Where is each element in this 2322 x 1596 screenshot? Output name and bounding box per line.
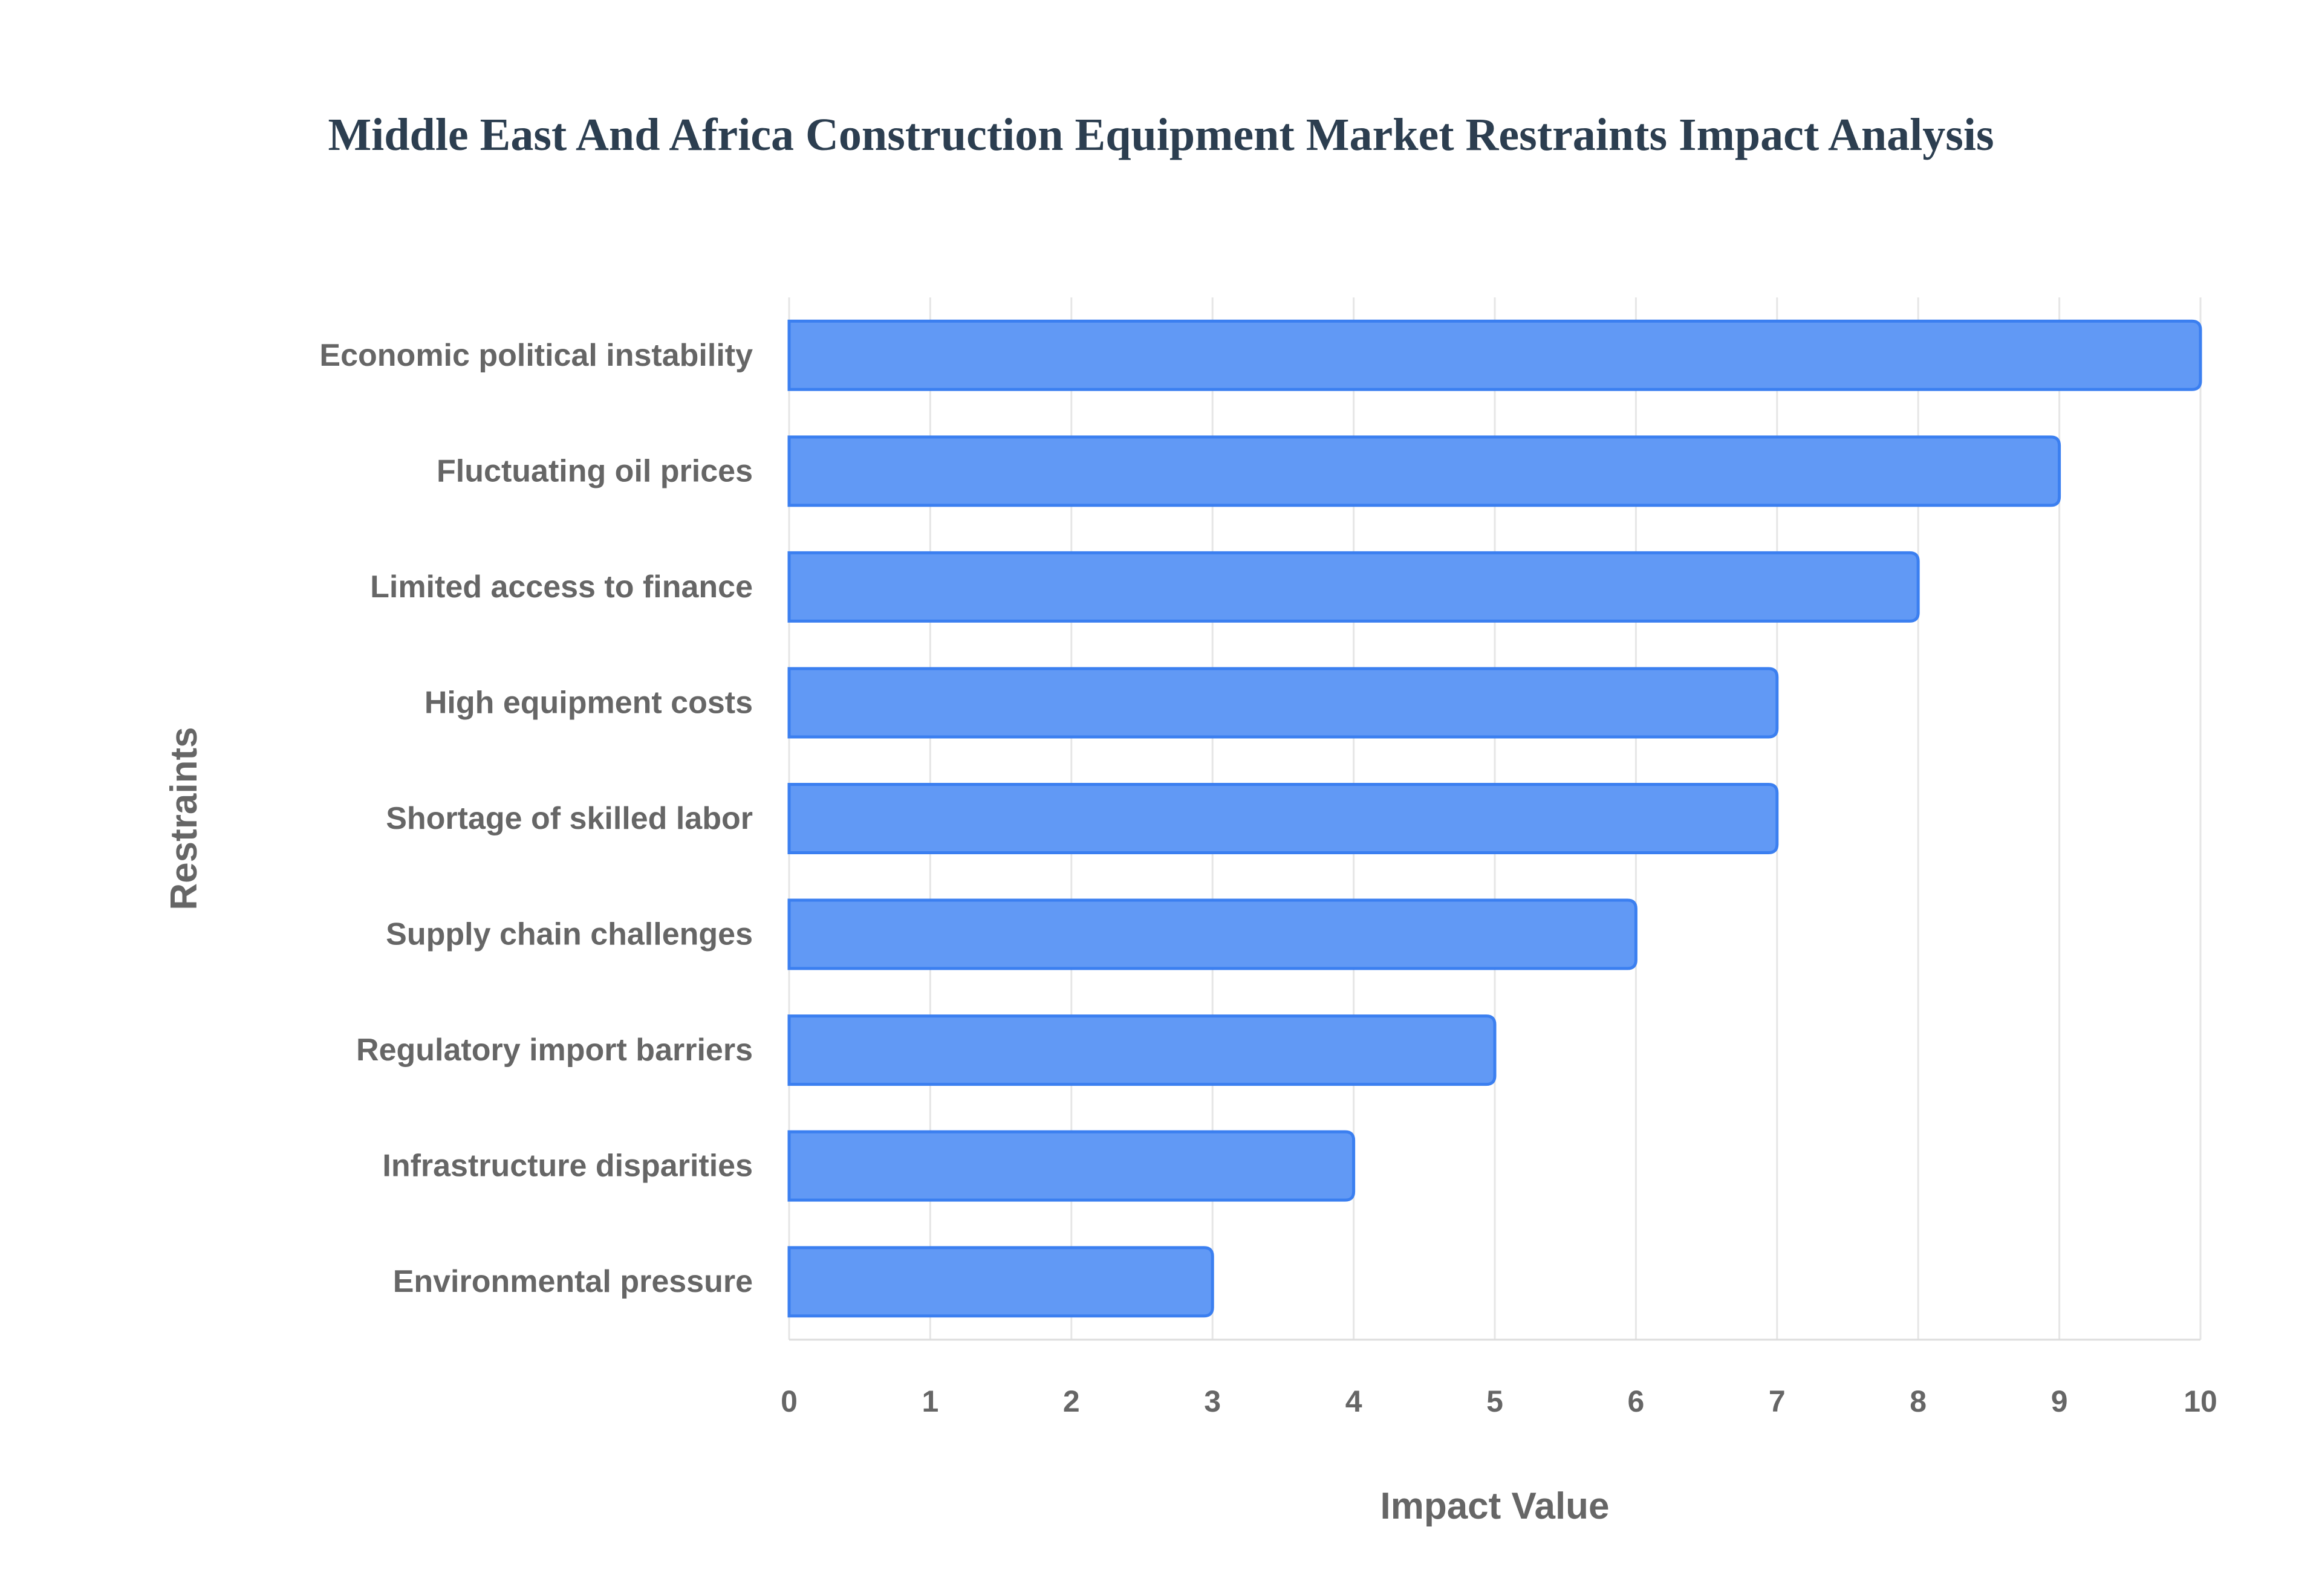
y-axis-title: Restraints: [163, 727, 205, 910]
y-category-label: Economic political instability: [319, 338, 753, 373]
x-tick-label: 8: [1910, 1384, 1927, 1418]
bar: [787, 435, 2061, 507]
bar: [787, 1130, 1356, 1202]
y-category-label: Limited access to finance: [370, 569, 753, 605]
bar: [787, 667, 1779, 739]
x-tick-label: 5: [1486, 1384, 1503, 1418]
x-tick-label: 10: [2184, 1384, 2217, 1418]
x-axis-title: Impact Value: [1380, 1485, 1609, 1527]
bar: [787, 1246, 1214, 1318]
y-category-label: Infrastructure disparities: [382, 1149, 753, 1184]
bar: [787, 551, 1920, 623]
bar: [787, 898, 1637, 970]
bar: [787, 319, 2202, 391]
y-category-label: Regulatory import barriers: [356, 1033, 753, 1068]
y-category-label: Shortage of skilled labor: [386, 801, 753, 836]
y-category-label: Environmental pressure: [393, 1264, 753, 1299]
y-category-label: High equipment costs: [424, 685, 753, 720]
x-tick-label: 2: [1063, 1384, 1080, 1418]
y-category-label: Supply chain challenges: [386, 917, 753, 952]
bar: [787, 1014, 1497, 1086]
bar: [787, 783, 1779, 854]
x-tick-label: 1: [922, 1384, 938, 1418]
x-tick-label: 6: [1627, 1384, 1644, 1418]
chart-title: Middle East And Africa Construction Equi…: [328, 109, 1994, 160]
x-tick-label: 3: [1204, 1384, 1221, 1418]
x-tick-label: 9: [2051, 1384, 2068, 1418]
y-category-label: Fluctuating oil prices: [437, 453, 753, 488]
x-tick-label: 0: [781, 1384, 798, 1418]
x-tick-label: 4: [1345, 1384, 1362, 1418]
x-tick-label: 7: [1769, 1384, 1786, 1418]
